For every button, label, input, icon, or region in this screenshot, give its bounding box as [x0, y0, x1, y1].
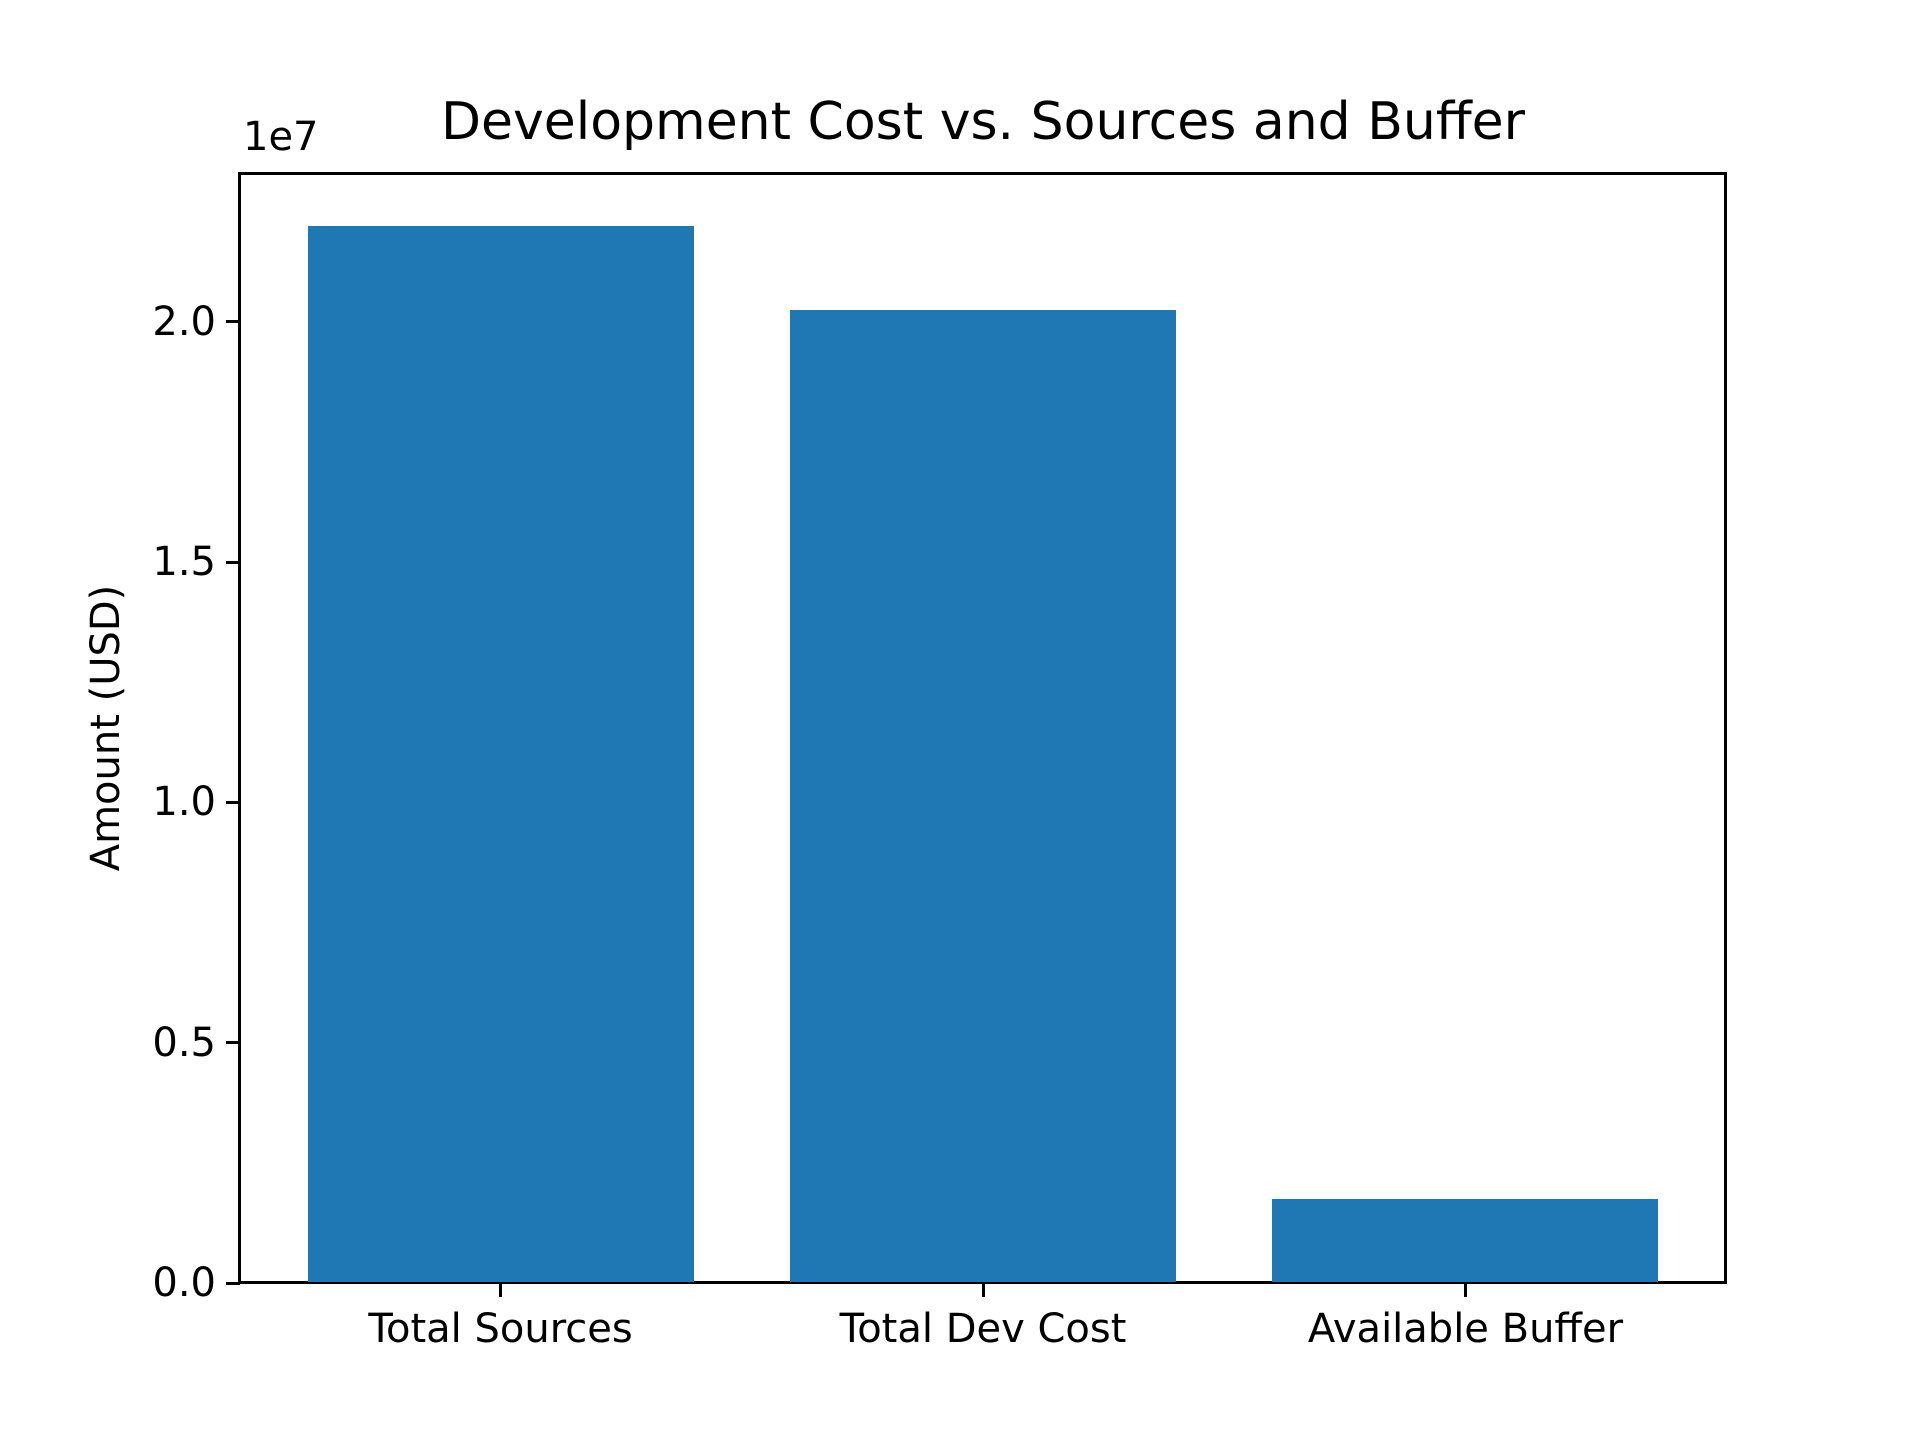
bottom-spine [238, 1281, 1727, 1284]
bar-total-dev-cost [790, 309, 1176, 1282]
y-tick-label-1.5: 1.5 [152, 539, 216, 586]
bar-available-buffer [1272, 1198, 1659, 1282]
y-tick-label-0.0: 0.0 [152, 1260, 216, 1306]
chart-title: Development Cost vs. Sources and Buffer [440, 92, 1526, 152]
x-tick-label-total-sources: Total Sources [368, 1306, 633, 1352]
x-tick-mark-total-dev-cost [981, 1283, 985, 1297]
right-spine [1724, 172, 1727, 1284]
y-tick-label-2.0: 2.0 [152, 298, 216, 345]
x-tick-mark-total-sources [499, 1283, 503, 1297]
y-tick-label-1.0: 1.0 [152, 779, 216, 826]
y-axis-offset-label: 1e7 [243, 114, 319, 160]
y-tick-mark-1.0 [226, 800, 240, 804]
top-spine [238, 172, 1727, 175]
x-tick-label-total-dev-cost: Total Dev Cost [839, 1306, 1127, 1352]
bar-total-sources [307, 225, 694, 1282]
y-axis-label: Amount (USD) [83, 584, 129, 872]
x-tick-mark-available-buffer [1463, 1283, 1467, 1297]
y-tick-mark-2.0 [226, 320, 240, 324]
y-tick-label-0.5: 0.5 [152, 1019, 216, 1066]
y-tick-mark-0.5 [226, 1041, 240, 1045]
y-tick-mark-1.5 [226, 560, 240, 564]
x-tick-label-available-buffer: Available Buffer [1307, 1306, 1624, 1352]
y-tick-mark-0.0 [226, 1281, 240, 1285]
left-spine [238, 172, 241, 1284]
